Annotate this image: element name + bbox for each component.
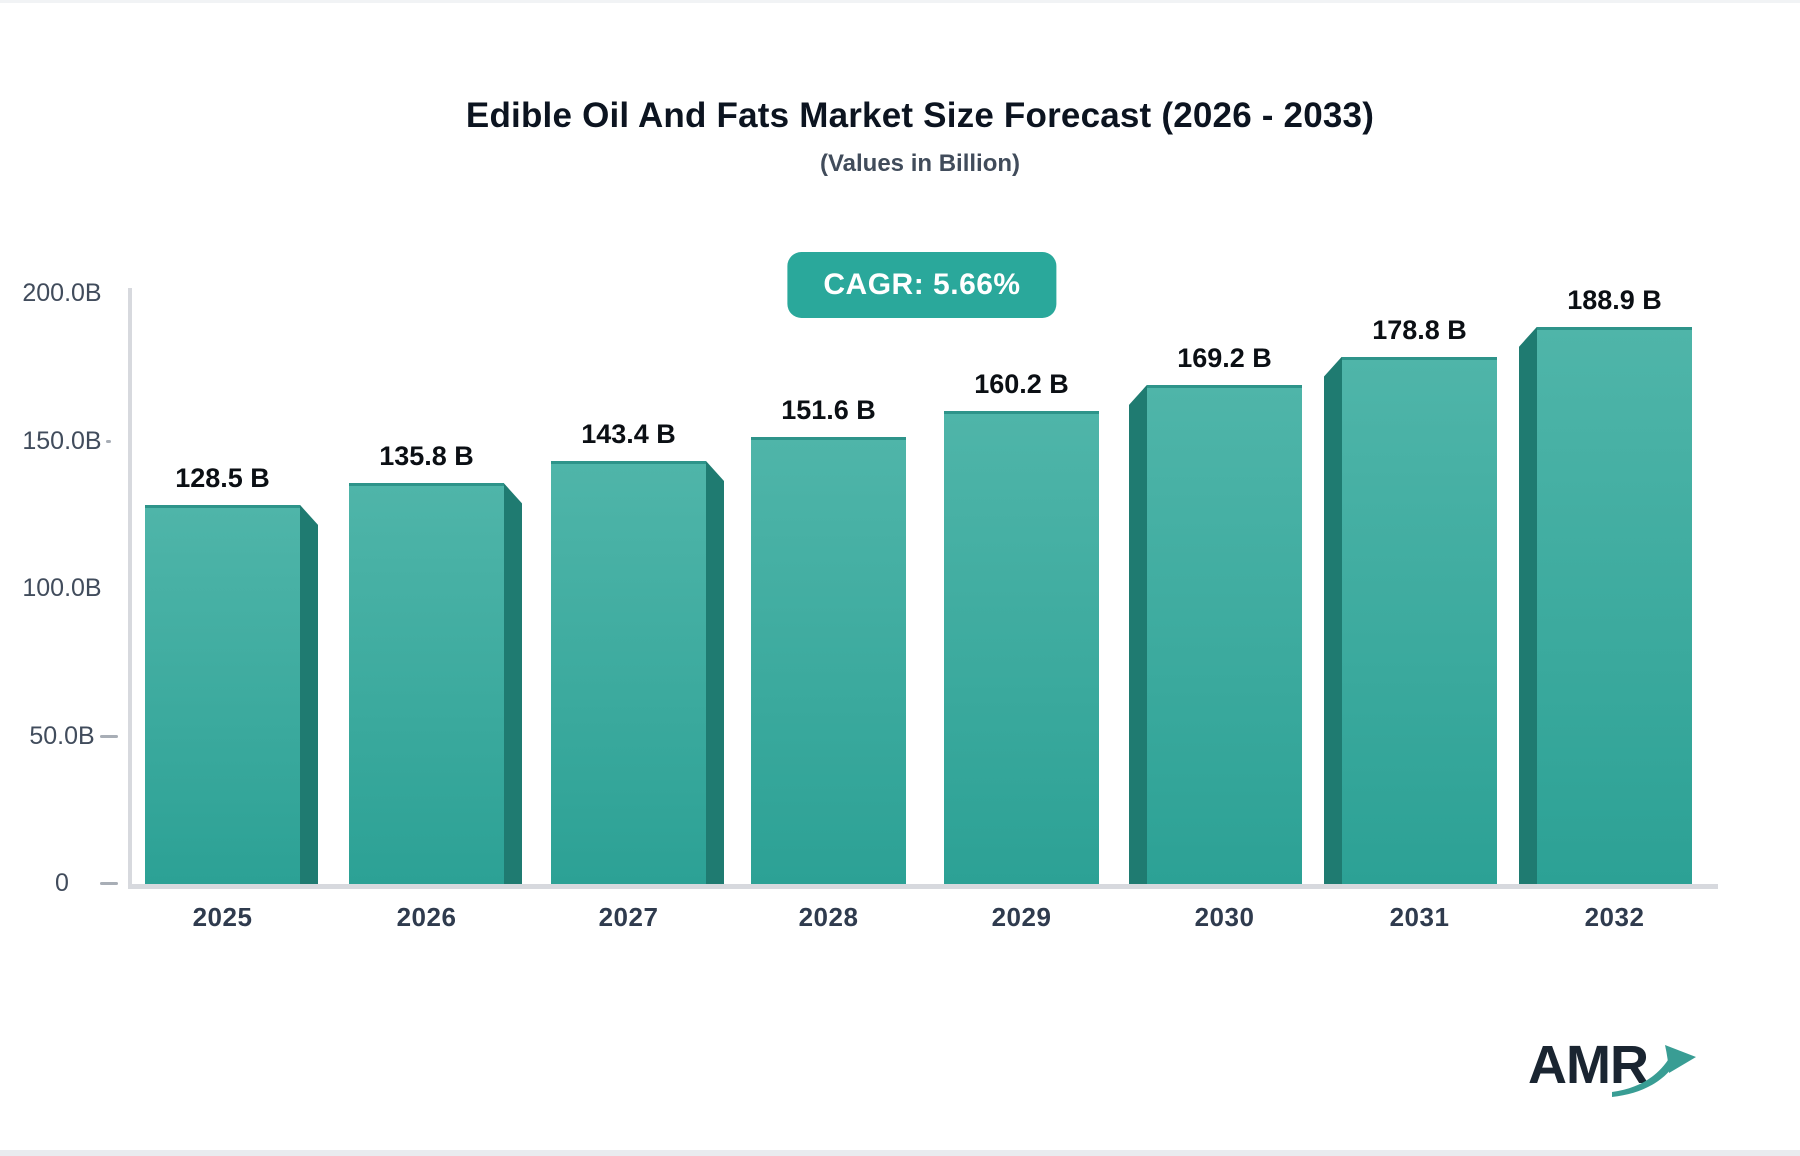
- chart-title: Edible Oil And Fats Market Size Forecast…: [465, 96, 1375, 135]
- x-tick-label: 2031: [1389, 902, 1450, 932]
- y-tick-label: 0: [55, 869, 69, 897]
- y-tick-mark: [100, 882, 118, 885]
- top-border: [0, 0, 1800, 3]
- amr-logo: AMR: [1528, 1034, 1708, 1114]
- x-tick-label: 2030: [1194, 902, 1255, 932]
- bar-2031: [1342, 356, 1497, 884]
- x-axis-line: [128, 884, 1718, 889]
- bar-value-label: 169.2 B: [1177, 342, 1272, 373]
- bar-value-label: 128.5 B: [175, 462, 270, 493]
- bar-2029: [944, 411, 1099, 884]
- y-tick-label: 100.0B: [22, 574, 102, 602]
- bottom-border: [0, 1150, 1800, 1156]
- chart-subtitle: (Values in Billion): [819, 150, 1021, 177]
- y-tick-mark: [100, 734, 118, 738]
- bar-2027: [551, 460, 706, 884]
- y-tick-mark: [106, 439, 111, 443]
- bar-value-label: 178.8 B: [1372, 314, 1467, 345]
- bar-side: [706, 460, 724, 884]
- x-tick-label: 2027: [598, 902, 659, 932]
- bar-side: [1519, 326, 1537, 884]
- x-tick-label: 2032: [1584, 902, 1645, 932]
- x-tick-label: 2028: [798, 902, 859, 932]
- bar-value-label: 135.8 B: [379, 441, 474, 472]
- bar-side: [300, 504, 318, 884]
- logo-arrow-icon: [1612, 1045, 1696, 1097]
- bar-value-label: 188.9 B: [1567, 284, 1662, 315]
- x-tick-label: 2029: [991, 902, 1052, 932]
- y-tick-label: 50.0B: [29, 721, 95, 750]
- bar-2032: [1537, 326, 1692, 884]
- x-tick-label: 2026: [396, 902, 457, 932]
- logo-text: AMR: [1528, 1035, 1649, 1095]
- x-tick-label: 2025: [192, 902, 253, 932]
- bar-side: [1324, 356, 1342, 884]
- bar-side: [1129, 384, 1147, 884]
- bar-2030: [1147, 384, 1302, 884]
- bar-side: [504, 483, 522, 884]
- y-axis-line: [128, 288, 132, 887]
- y-tick-label: 150.0B: [22, 426, 102, 455]
- bar-value-label: 143.4 B: [581, 418, 676, 449]
- bar-value-label: 160.2 B: [974, 369, 1069, 400]
- y-tick-label: 200.0B: [22, 279, 102, 307]
- bar-value-label: 151.6 B: [781, 394, 876, 425]
- cagr-badge: CAGR: 5.66%: [787, 252, 1057, 318]
- bar-2026: [349, 483, 504, 884]
- bar-2028: [751, 436, 906, 884]
- bar-2025: [145, 504, 300, 884]
